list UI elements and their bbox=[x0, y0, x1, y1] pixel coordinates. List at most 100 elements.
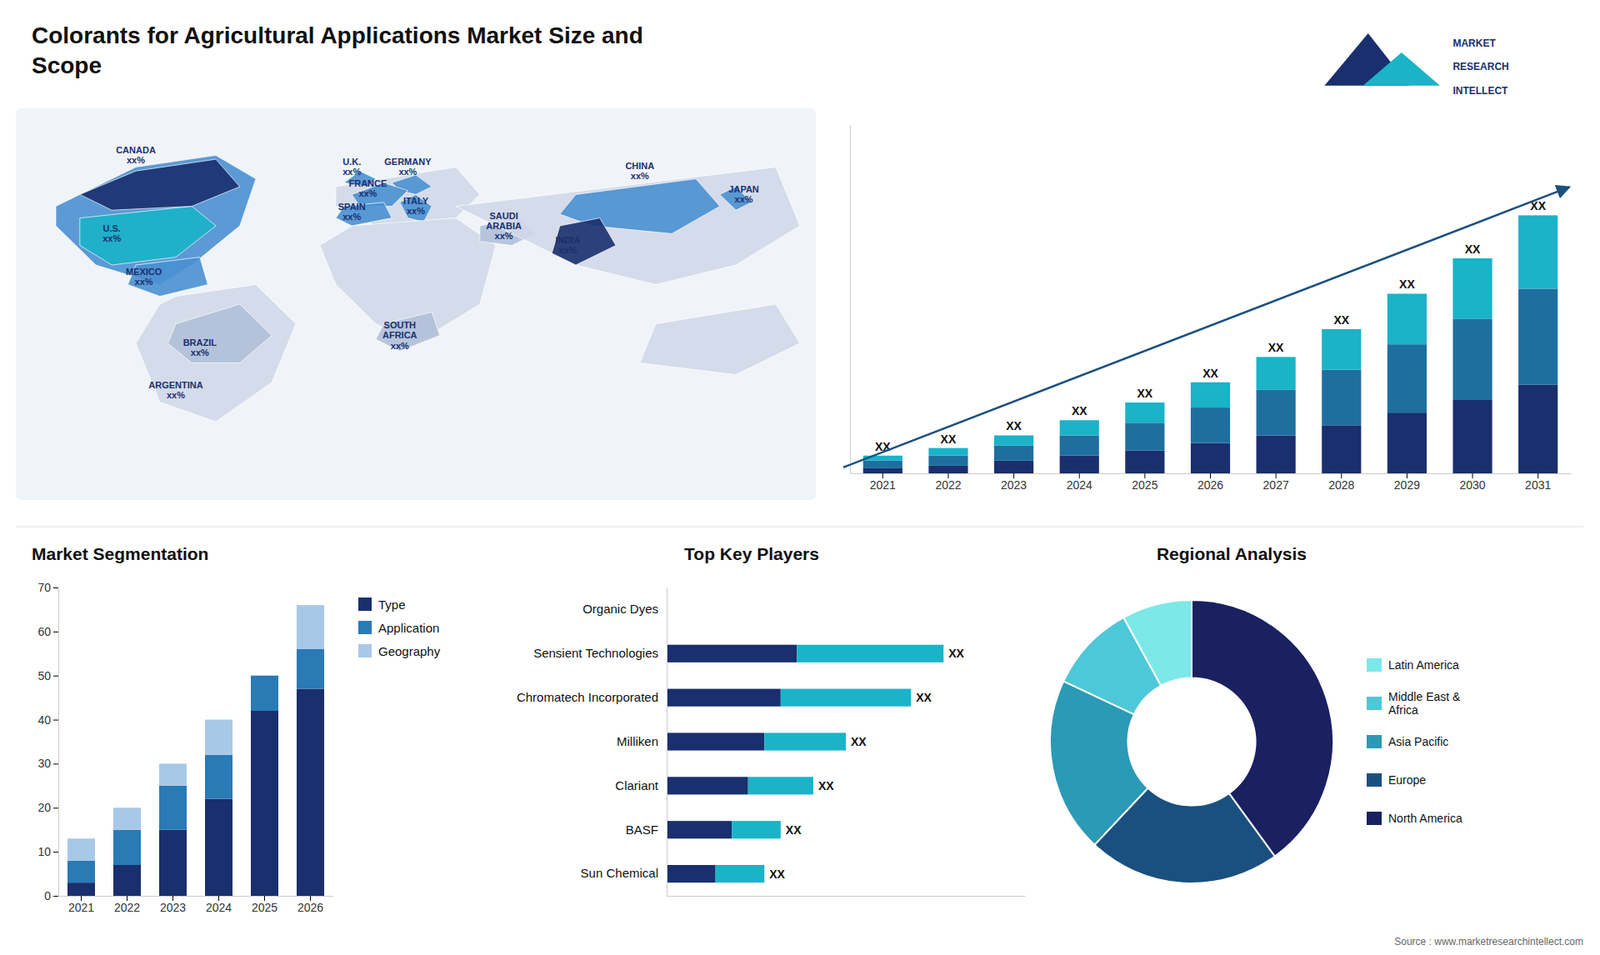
tick-label: 2024 bbox=[205, 900, 232, 915]
bars bbox=[863, 215, 1559, 474]
tick-label: Clariant bbox=[615, 778, 660, 793]
tick-label: Organic Dyes bbox=[582, 601, 659, 616]
bar-annotation: XX bbox=[940, 432, 957, 446]
bar bbox=[1518, 215, 1558, 289]
map-label: SAUDIARABIAxx% bbox=[485, 210, 522, 241]
map-region bbox=[167, 304, 272, 364]
tick-mark bbox=[53, 587, 59, 589]
slices bbox=[1050, 600, 1334, 884]
tick: Chromatech Incorporated bbox=[516, 690, 667, 705]
bar bbox=[863, 460, 903, 469]
tick-label: 2025 bbox=[1131, 478, 1158, 492]
map-region bbox=[375, 311, 440, 351]
legend-label: Middle East &Africa bbox=[1388, 690, 1461, 717]
tick: Milliken bbox=[616, 734, 667, 749]
legend-swatch bbox=[358, 620, 372, 635]
map-region bbox=[400, 194, 432, 222]
tick: 2030 bbox=[1459, 473, 1485, 492]
bar bbox=[994, 435, 1034, 445]
bar bbox=[67, 882, 95, 896]
bar bbox=[1518, 288, 1558, 385]
legend-label: Application bbox=[378, 620, 440, 635]
bar bbox=[159, 763, 187, 765]
tick: 2026 bbox=[297, 895, 324, 915]
logo: MARKETRESEARCHINTELLECT bbox=[1324, 33, 1509, 96]
map-region bbox=[640, 304, 800, 375]
bar bbox=[1060, 455, 1100, 474]
trend-arrow bbox=[843, 186, 1570, 467]
bars bbox=[67, 605, 325, 896]
tick: 2022 bbox=[935, 473, 961, 492]
map-label: ITALYxx% bbox=[403, 195, 430, 216]
bar bbox=[1518, 385, 1558, 474]
bar bbox=[1190, 443, 1230, 474]
bar bbox=[731, 820, 781, 839]
tick: 2029 bbox=[1394, 473, 1420, 492]
tick-label: 2021 bbox=[68, 900, 95, 915]
map-label: CHINAxx% bbox=[625, 160, 655, 181]
logo-text: RESEARCH bbox=[1452, 60, 1509, 73]
bar bbox=[1256, 435, 1296, 474]
bar bbox=[1190, 407, 1230, 443]
map-region bbox=[80, 206, 216, 266]
bar-annotation: XX bbox=[1465, 242, 1481, 256]
tick-label: 2029 bbox=[1394, 478, 1420, 492]
map-label: MEXICOxx% bbox=[125, 266, 163, 287]
legend-label: North America bbox=[1388, 811, 1463, 825]
bar bbox=[1452, 319, 1492, 400]
bar bbox=[928, 465, 968, 474]
tick-label: 30 bbox=[37, 756, 51, 770]
tick: 2021 bbox=[870, 473, 896, 492]
bar bbox=[113, 807, 141, 830]
annotations: XXXXXXXXXXXX bbox=[769, 646, 965, 880]
bar-series bbox=[863, 215, 1559, 460]
bar bbox=[296, 689, 325, 896]
bar-series bbox=[67, 649, 325, 883]
tick: 2026 bbox=[1197, 473, 1224, 492]
legend-swatch bbox=[358, 597, 372, 611]
bar-annotation: XX bbox=[1071, 404, 1088, 418]
tick: 0 bbox=[44, 889, 59, 903]
bar bbox=[1387, 344, 1427, 413]
tick: 40 bbox=[37, 713, 59, 727]
tick: Sensient Technologies bbox=[533, 645, 667, 660]
tick: Organic Dyes bbox=[582, 601, 667, 616]
legend-item: Europe bbox=[1366, 773, 1426, 787]
bar bbox=[113, 830, 141, 865]
tick: 20 bbox=[37, 800, 59, 815]
tick-label: 2022 bbox=[935, 478, 961, 492]
tick: 2024 bbox=[205, 895, 232, 915]
bar-annotation: XX bbox=[1268, 340, 1285, 355]
tick-label: 40 bbox=[37, 713, 51, 727]
tick: Clariant bbox=[615, 778, 667, 793]
map-region bbox=[335, 202, 392, 226]
tick-label: 2026 bbox=[1197, 478, 1224, 492]
bar-series bbox=[67, 689, 325, 896]
tick-label: 70 bbox=[37, 580, 51, 595]
tick: 2025 bbox=[251, 895, 278, 915]
bar bbox=[764, 732, 846, 750]
bar bbox=[1125, 402, 1165, 423]
legend-swatch bbox=[1366, 658, 1382, 672]
bar bbox=[1321, 370, 1361, 426]
tick-label: 10 bbox=[37, 845, 51, 859]
dashboard: Colorants for Agricultural Applications … bbox=[0, 0, 1600, 955]
map-label: INDIAxx% bbox=[555, 235, 580, 255]
tick: 2023 bbox=[160, 895, 186, 915]
bar-annotation: XX bbox=[769, 867, 785, 881]
tick: 2023 bbox=[1000, 473, 1027, 492]
source-text: Source : www.marketresearchintellect.com bbox=[1394, 935, 1584, 948]
bar bbox=[994, 445, 1034, 461]
bar bbox=[1321, 425, 1361, 474]
bar bbox=[748, 776, 814, 795]
y-axis bbox=[850, 125, 851, 475]
bar bbox=[666, 865, 716, 883]
map-label: GERMANYxx% bbox=[384, 156, 432, 177]
bar bbox=[159, 830, 187, 896]
bar bbox=[715, 865, 765, 883]
axis-line bbox=[667, 895, 1026, 897]
page-title: Colorants for Agricultural Applications … bbox=[31, 22, 644, 79]
tick-mark bbox=[53, 895, 59, 897]
tick-label: Chromatech Incorporated bbox=[516, 690, 659, 705]
bar bbox=[1190, 382, 1230, 408]
